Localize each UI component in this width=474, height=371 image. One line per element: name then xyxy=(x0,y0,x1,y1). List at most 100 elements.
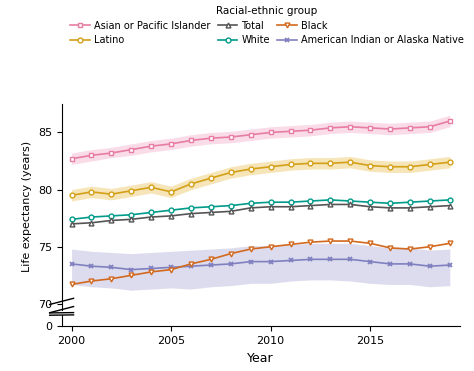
Total xyxy=(109,218,114,223)
Latino xyxy=(248,167,254,171)
White xyxy=(89,215,94,219)
Total xyxy=(367,204,373,209)
Asian or Pacific Islander xyxy=(447,119,453,123)
American Indian or Alaska Native xyxy=(148,266,154,271)
Y-axis label: Life expectancy (years): Life expectancy (years) xyxy=(22,141,32,272)
Latino xyxy=(208,176,214,180)
White xyxy=(128,213,134,217)
American Indian or Alaska Native xyxy=(407,262,413,266)
White xyxy=(367,200,373,204)
Latino xyxy=(288,162,293,167)
Asian or Pacific Islander xyxy=(387,127,393,131)
Total xyxy=(328,202,333,207)
Asian or Pacific Islander xyxy=(89,153,94,158)
White xyxy=(188,206,194,210)
Black xyxy=(308,240,313,244)
Line: Latino: Latino xyxy=(69,160,452,198)
Black xyxy=(447,241,453,246)
White xyxy=(347,199,353,203)
Black xyxy=(367,241,373,246)
American Indian or Alaska Native xyxy=(268,259,273,264)
White xyxy=(208,204,214,209)
Total xyxy=(208,210,214,215)
Asian or Pacific Islander xyxy=(109,151,114,155)
Black xyxy=(109,276,114,281)
Asian or Pacific Islander xyxy=(328,126,333,130)
Total xyxy=(268,204,273,209)
Total xyxy=(69,221,74,226)
White xyxy=(148,210,154,215)
American Indian or Alaska Native xyxy=(347,257,353,262)
American Indian or Alaska Native xyxy=(288,258,293,263)
Line: Total: Total xyxy=(69,202,452,226)
Asian or Pacific Islander xyxy=(407,126,413,130)
Black xyxy=(168,267,174,272)
American Indian or Alaska Native xyxy=(367,259,373,264)
Latino xyxy=(447,160,453,164)
Line: Asian or Pacific Islander: Asian or Pacific Islander xyxy=(69,119,452,161)
Latino xyxy=(128,188,134,193)
American Indian or Alaska Native xyxy=(308,257,313,262)
Asian or Pacific Islander xyxy=(228,135,234,139)
Black xyxy=(228,252,234,256)
Total xyxy=(387,206,393,210)
American Indian or Alaska Native xyxy=(228,262,234,266)
Latino xyxy=(367,163,373,168)
Asian or Pacific Islander xyxy=(188,138,194,143)
Asian or Pacific Islander xyxy=(69,157,74,161)
White xyxy=(387,201,393,206)
Black xyxy=(427,244,433,249)
Total xyxy=(128,217,134,221)
Total xyxy=(148,215,154,219)
Latino xyxy=(308,161,313,165)
Line: Black: Black xyxy=(69,239,452,287)
American Indian or Alaska Native xyxy=(188,264,194,268)
White xyxy=(69,217,74,221)
Black xyxy=(387,246,393,250)
Latino xyxy=(328,161,333,165)
Black xyxy=(288,242,293,247)
White xyxy=(168,208,174,213)
Total xyxy=(288,204,293,209)
Latino xyxy=(89,190,94,194)
Total xyxy=(308,203,313,208)
Asian or Pacific Islander xyxy=(148,144,154,148)
X-axis label: Year: Year xyxy=(247,352,274,365)
Total xyxy=(89,220,94,225)
Latino xyxy=(268,164,273,169)
Asian or Pacific Islander xyxy=(208,136,214,140)
American Indian or Alaska Native xyxy=(328,257,333,262)
American Indian or Alaska Native xyxy=(168,265,174,270)
Latino xyxy=(407,164,413,169)
Line: American Indian or Alaska Native: American Indian or Alaska Native xyxy=(69,257,452,272)
White xyxy=(328,198,333,202)
Total xyxy=(347,202,353,207)
Black xyxy=(407,247,413,251)
Asian or Pacific Islander xyxy=(128,147,134,152)
Asian or Pacific Islander xyxy=(168,142,174,146)
Total xyxy=(407,206,413,210)
White xyxy=(288,200,293,204)
Black xyxy=(248,247,254,251)
Black xyxy=(69,282,74,287)
Total xyxy=(248,206,254,210)
Asian or Pacific Islander xyxy=(367,126,373,130)
White xyxy=(109,214,114,218)
Latino xyxy=(148,185,154,190)
Black xyxy=(89,279,94,283)
Legend: Asian or Pacific Islander, Latino, Total, White, Black, American Indian or Alask: Asian or Pacific Islander, Latino, Total… xyxy=(66,2,467,49)
White xyxy=(268,200,273,204)
Latino xyxy=(69,193,74,197)
Line: White: White xyxy=(69,197,452,222)
American Indian or Alaska Native xyxy=(248,259,254,264)
Asian or Pacific Islander xyxy=(248,132,254,137)
Latino xyxy=(387,164,393,169)
Asian or Pacific Islander xyxy=(288,129,293,134)
Black xyxy=(188,262,194,266)
White xyxy=(447,198,453,202)
White xyxy=(407,200,413,204)
American Indian or Alaska Native xyxy=(89,264,94,268)
Black xyxy=(208,257,214,262)
American Indian or Alaska Native xyxy=(109,265,114,270)
Latino xyxy=(109,192,114,196)
